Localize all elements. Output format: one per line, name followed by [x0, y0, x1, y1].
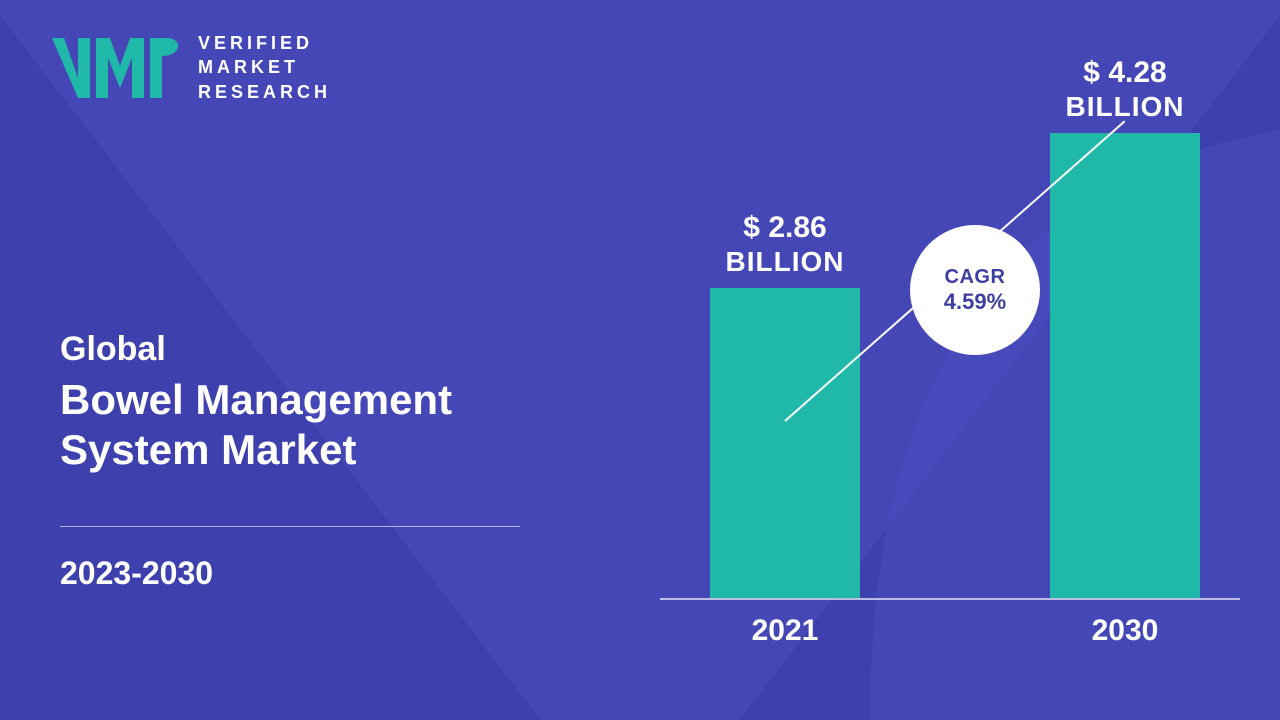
bar-2030 — [1050, 133, 1200, 598]
logo-line-3: RESEARCH — [198, 80, 331, 104]
logo-mark-icon — [50, 30, 180, 105]
value-unit-2030: BILLION — [1045, 91, 1205, 123]
logo-text: VERIFIED MARKET RESEARCH — [198, 31, 331, 104]
forecast-period: 2023-2030 — [60, 555, 520, 592]
logo-line-1: VERIFIED — [198, 31, 331, 55]
bar-value-label-2030: $ 4.28 BILLION — [1045, 56, 1205, 123]
title-block: Global Bowel Management System Market 20… — [60, 330, 520, 592]
logo: VERIFIED MARKET RESEARCH — [50, 30, 331, 105]
cagr-label: CAGR — [945, 266, 1006, 289]
value-amount-2030: $ 4.28 — [1045, 56, 1205, 91]
title-prefix: Global — [60, 330, 520, 369]
title-main-line-2: System Market — [60, 425, 520, 475]
chart-baseline — [660, 598, 1240, 600]
year-label-2021: 2021 — [710, 614, 860, 648]
cagr-value: 4.59% — [944, 289, 1006, 315]
logo-line-2: MARKET — [198, 55, 331, 79]
bar-2021 — [710, 288, 860, 598]
title-divider — [60, 526, 520, 527]
cagr-badge: CAGR 4.59% — [910, 225, 1040, 355]
bar-chart: $ 2.86 BILLION $ 4.28 BILLION 2021 2030 … — [660, 40, 1240, 600]
title-main-line-1: Bowel Management — [60, 375, 520, 425]
bar-value-label-2021: $ 2.86 BILLION — [705, 211, 865, 278]
year-label-2030: 2030 — [1050, 614, 1200, 648]
value-amount-2021: $ 2.86 — [705, 211, 865, 246]
value-unit-2021: BILLION — [705, 246, 865, 278]
